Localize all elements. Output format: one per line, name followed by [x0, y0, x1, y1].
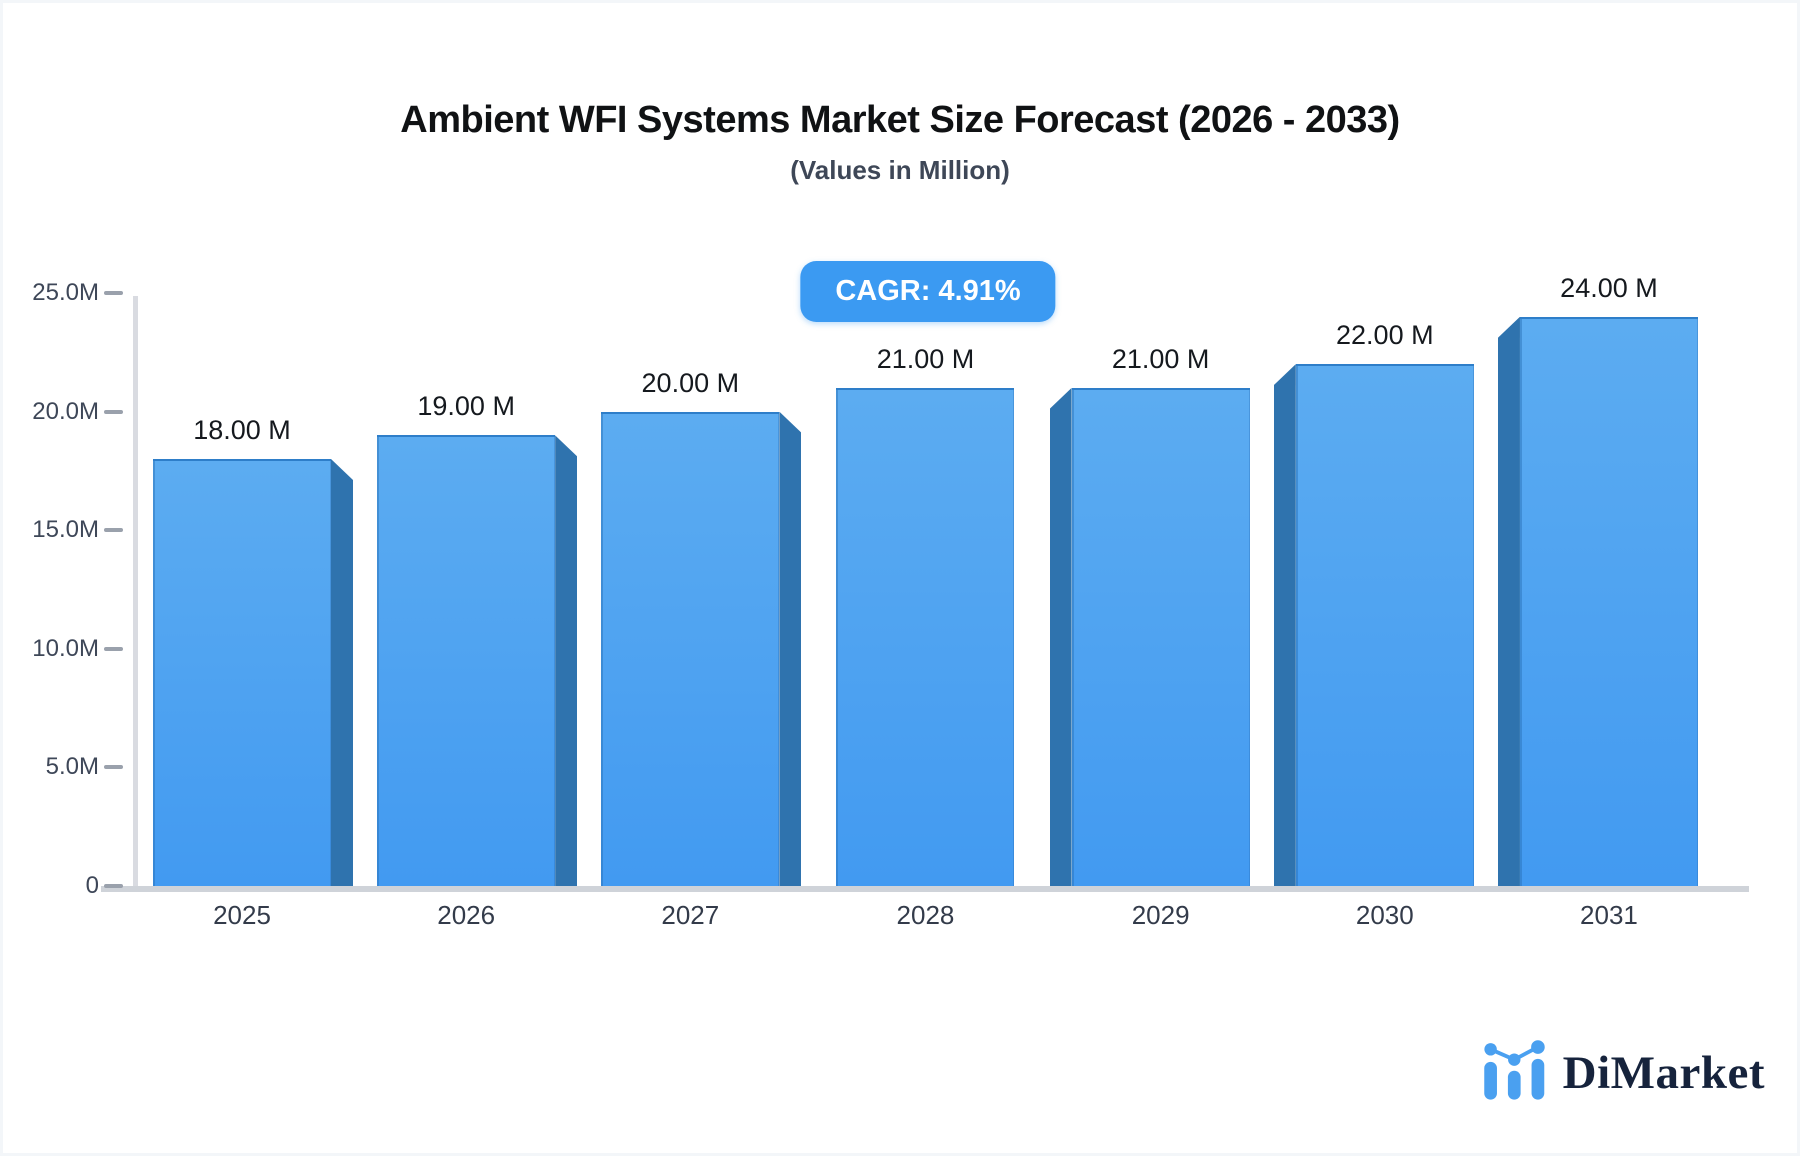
logo: DiMarket	[1481, 1040, 1765, 1105]
plot-area: 25.0M 20.0M 15.0M 10.0M 5.0M 0 18.00 M 2025 19.0…	[3, 3, 1797, 1153]
x-tick-label: 2031	[1580, 900, 1638, 930]
bar-value-label: 18.00 M	[193, 415, 291, 446]
bar-value-label: 20.00 M	[641, 367, 740, 398]
bar-line-chart-icon	[1481, 1040, 1549, 1105]
chart-card: Ambient WFI Systems Market Size Forecast…	[3, 3, 1797, 1153]
bar-value-label: 21.00 M	[876, 343, 975, 374]
y-tick-label: 0	[85, 872, 99, 899]
x-tick-label: 2029	[1131, 900, 1190, 930]
bar-value-label: 21.00 M	[1111, 343, 1210, 374]
x-tick-label: 2025	[213, 900, 271, 930]
logo-text: DiMarket	[1562, 1046, 1765, 1099]
bar-side-2031	[1497, 316, 1520, 886]
bar-2031	[1519, 316, 1698, 886]
y-tick	[104, 291, 123, 295]
bar-side-2027	[779, 411, 802, 886]
y-tick-label: 15.0M	[32, 516, 99, 544]
y-tick	[104, 409, 123, 414]
bar-2026	[377, 435, 556, 886]
bar-value-label: 24.00 M	[1560, 272, 1658, 303]
y-tick-label: 5.0M	[45, 753, 99, 781]
y-tick-label: 25.0M	[32, 279, 99, 306]
y-tick	[104, 884, 123, 888]
bar-value-label: 19.00 M	[417, 391, 515, 422]
bar-2028	[836, 387, 1015, 886]
x-tick-label: 2028	[896, 900, 955, 930]
bar-2025	[153, 459, 331, 886]
cagr-badge: CAGR: 4.91%	[800, 261, 1056, 322]
y-tick	[104, 765, 123, 770]
y-axis-line	[133, 296, 138, 888]
bar-2029	[1071, 387, 1250, 886]
x-tick-label: 2027	[661, 900, 720, 930]
x-axis-line	[101, 886, 1749, 892]
bar-side-2025	[331, 459, 353, 886]
chart-title: Ambient WFI Systems Market Size Forecast…	[400, 99, 1400, 141]
bar-side-2029	[1049, 387, 1072, 886]
bar-2030	[1295, 364, 1474, 886]
bar-value-label: 22.00 M	[1336, 320, 1434, 351]
chart-subtitle: (Values in Million)	[790, 155, 1010, 185]
y-tick-label: 20.0M	[32, 397, 99, 425]
y-tick	[104, 646, 123, 651]
y-tick-label: 10.0M	[32, 634, 99, 662]
x-tick-label: 2026	[437, 900, 496, 930]
y-tick	[104, 528, 123, 533]
x-tick-label: 2030	[1355, 900, 1414, 930]
bar-side-2030	[1273, 364, 1296, 886]
bar-2027	[601, 411, 780, 886]
bar-side-2026	[555, 435, 578, 886]
